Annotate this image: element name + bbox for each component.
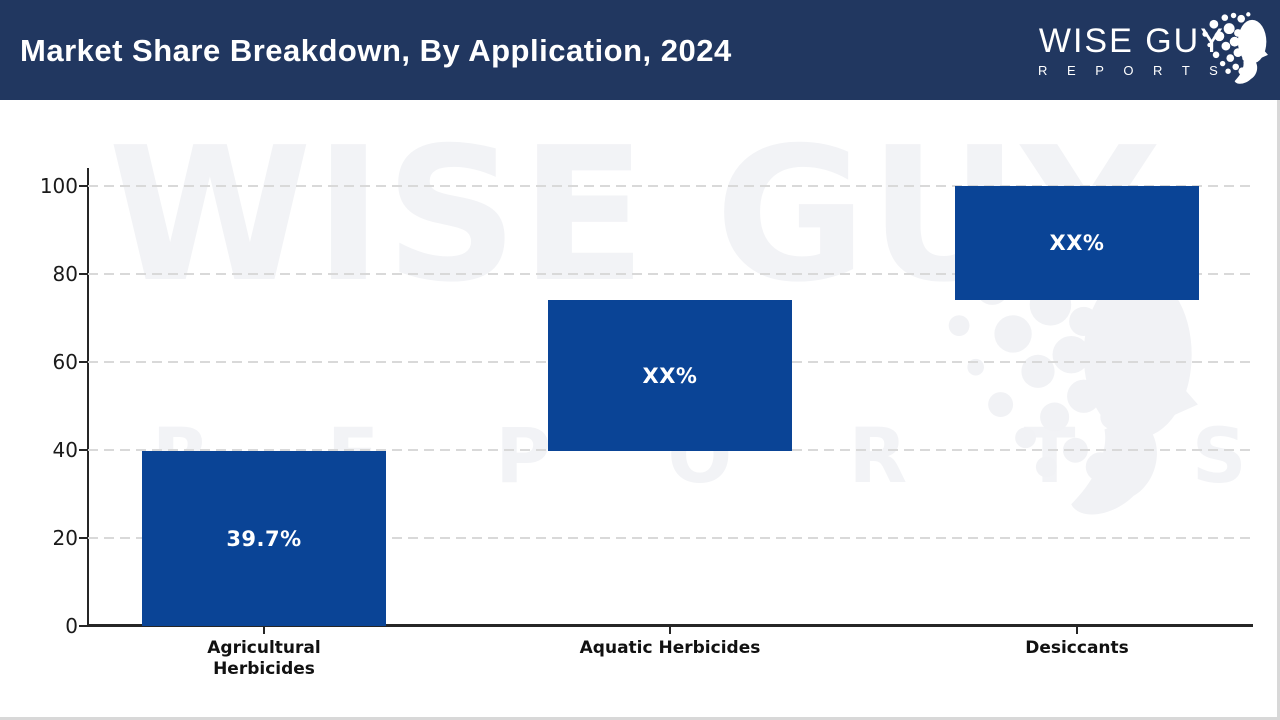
gridline: [88, 273, 1253, 275]
y-axis-spine: [87, 168, 89, 626]
x-axis-tick-mark: [263, 627, 265, 634]
y-axis-tick-mark: [79, 537, 87, 539]
header-band: Market Share Breakdown, By Application, …: [0, 0, 1280, 100]
y-axis-tick-label: 20: [52, 526, 78, 550]
bar-segment: XX%: [548, 300, 792, 452]
y-axis-tick-mark: [79, 185, 87, 187]
gridline: [88, 537, 1253, 539]
chart-area: WISE GUY R E P O R T S: [0, 100, 1280, 720]
brand-logo: WISE GUY R E P O R T S: [1016, 8, 1268, 92]
bar-segment: 39.7%: [142, 451, 386, 626]
x-axis-category-label: Agricultural Herbicides: [207, 638, 321, 680]
bar-segment: XX%: [955, 186, 1199, 301]
x-axis-tick-mark: [1076, 627, 1078, 634]
x-axis-category-label: Desiccants: [1025, 638, 1129, 658]
brand-logo-text: WISE GUY R E P O R T S: [1038, 24, 1226, 78]
brand-subname: R E P O R T S: [1038, 63, 1226, 78]
bar-value-label: XX%: [1049, 231, 1105, 256]
y-axis-tick-label: 80: [52, 262, 78, 286]
y-axis-tick-label: 100: [39, 174, 78, 198]
y-axis-tick-label: 40: [52, 438, 78, 462]
page-title: Market Share Breakdown, By Application, …: [20, 33, 732, 68]
plot: 0 20 40 60 80 100 39.7% Agricultural Herbicides…: [0, 100, 1280, 720]
x-axis-category-label: Aquatic Herbicides: [579, 638, 761, 658]
brand-name: WISE GUY: [1038, 22, 1225, 60]
gridline: [88, 185, 1253, 187]
y-axis-tick-mark: [79, 273, 87, 275]
y-axis-tick-mark: [79, 449, 87, 451]
bar-value-label: XX%: [642, 363, 698, 388]
x-axis-spine: [87, 624, 1253, 627]
y-axis-tick-mark: [79, 625, 87, 627]
x-axis-tick-mark: [669, 627, 671, 634]
dotted-face-icon: [1202, 12, 1268, 84]
y-axis-tick-mark: [79, 361, 87, 363]
y-axis-tick-label: 0: [65, 614, 78, 638]
y-axis-tick-label: 60: [52, 350, 78, 374]
bar-value-label: 39.7%: [226, 526, 302, 551]
